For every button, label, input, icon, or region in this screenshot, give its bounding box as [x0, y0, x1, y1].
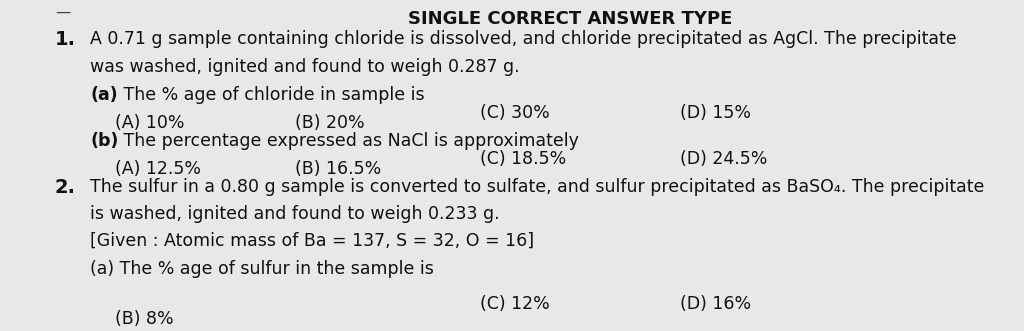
Text: The % age of chloride in sample is: The % age of chloride in sample is [118, 86, 425, 104]
Text: (A) 10%: (A) 10% [115, 114, 184, 132]
Text: The percentage expressed as NaCl is approximately: The percentage expressed as NaCl is appr… [118, 132, 579, 150]
Text: (C) 30%: (C) 30% [480, 104, 550, 122]
Text: (D) 15%: (D) 15% [680, 104, 751, 122]
Text: (A) 12.5%: (A) 12.5% [115, 160, 201, 178]
Text: —: — [55, 5, 71, 20]
Text: [Given : Atomic mass of Ba = 137, S = 32, O = 16]: [Given : Atomic mass of Ba = 137, S = 32… [90, 232, 535, 250]
Text: (D) 24.5%: (D) 24.5% [680, 150, 767, 168]
Text: (a) The % age of sulfur in the sample is: (a) The % age of sulfur in the sample is [90, 260, 434, 278]
Text: is washed, ignited and found to weigh 0.233 g.: is washed, ignited and found to weigh 0.… [90, 205, 500, 223]
Text: (B) 20%: (B) 20% [295, 114, 365, 132]
Text: 2.: 2. [55, 178, 76, 197]
Text: A 0.71 g sample containing chloride is dissolved, and chloride precipitated as A: A 0.71 g sample containing chloride is d… [90, 30, 956, 48]
Text: The sulfur in a 0.80 g sample is converted to sulfate, and sulfur precipitated a: The sulfur in a 0.80 g sample is convert… [90, 178, 984, 196]
Text: (C) 12%: (C) 12% [480, 295, 550, 313]
Text: (a): (a) [90, 86, 118, 104]
Text: (b): (b) [90, 132, 119, 150]
Text: was washed, ignited and found to weigh 0.287 g.: was washed, ignited and found to weigh 0… [90, 58, 519, 76]
Text: SINGLE CORRECT ANSWER TYPE: SINGLE CORRECT ANSWER TYPE [408, 10, 732, 28]
Text: (D) 16%: (D) 16% [680, 295, 752, 313]
Text: (B) 16.5%: (B) 16.5% [295, 160, 381, 178]
Text: (B) 8%: (B) 8% [115, 310, 174, 328]
Text: (C) 18.5%: (C) 18.5% [480, 150, 566, 168]
Text: 1.: 1. [55, 30, 76, 49]
